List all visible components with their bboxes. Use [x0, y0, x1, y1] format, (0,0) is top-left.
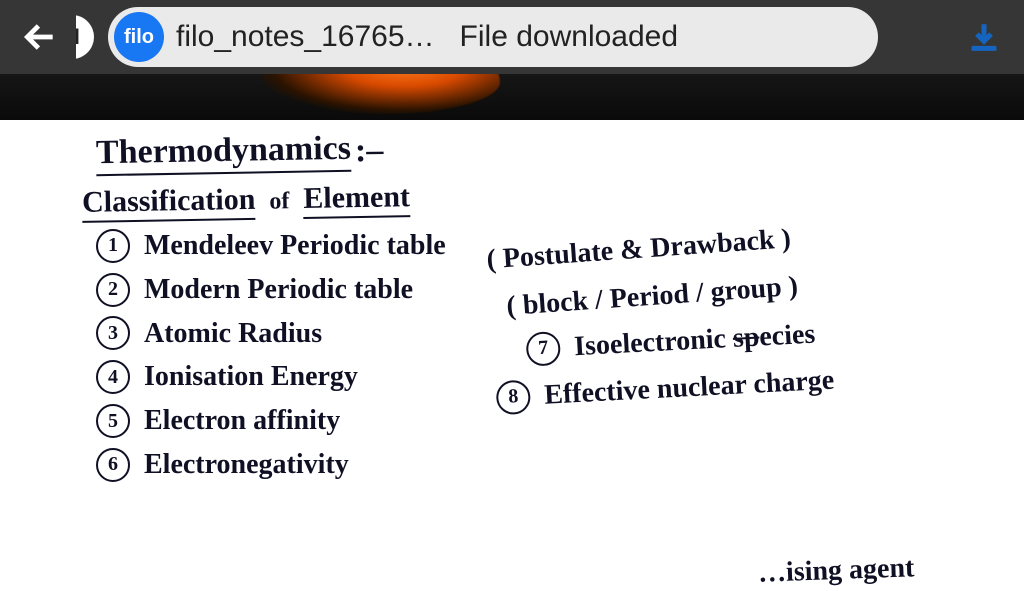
download-icon — [967, 20, 1001, 54]
list-number: 8 — [495, 380, 531, 416]
top-bar: N filo filo_notes_16765… File downloaded — [0, 0, 1024, 74]
filo-app-icon: filo — [114, 12, 164, 62]
list-number: 2 — [96, 273, 130, 307]
list-text: Effective nuclear charge — [543, 362, 835, 415]
subtitle-word-1: Classification — [82, 183, 256, 223]
list-text: Isoelectronic species — [573, 315, 816, 365]
notification-text: filo_notes_16765… File downloaded — [176, 20, 678, 54]
list-number: 5 — [96, 404, 130, 438]
note-columns: 1 Mendeleev Periodic table 2 Modern Peri… — [96, 221, 984, 490]
list-number: 6 — [96, 448, 130, 482]
download-notification[interactable]: filo filo_notes_16765… File downloaded — [108, 7, 878, 67]
partial-app-icon: N — [76, 15, 94, 59]
list-item: 2 Modern Periodic table — [96, 271, 516, 309]
subtitle-of: of — [269, 188, 289, 216]
list-number: 3 — [96, 316, 130, 350]
text-strike: sp — [732, 321, 760, 353]
list-item: 5 Electron affinity — [96, 402, 516, 440]
notification-filename: filo_notes_16765… — [176, 20, 435, 53]
note-title-suffix: :– — [355, 132, 384, 172]
handwritten-note: Thermodynamics:– Classification of Eleme… — [0, 120, 1024, 591]
bottom-fragment-text: …ising agent — [757, 552, 914, 589]
back-button[interactable] — [18, 15, 62, 59]
note-right-column: ( Postulate & Drawback ) ( block / Perio… — [516, 213, 984, 490]
arrow-left-icon — [21, 18, 59, 56]
list-text: ( block / Period / group ) — [505, 267, 799, 325]
list-text: Mendeleev Periodic table — [144, 227, 446, 265]
list-number: 1 — [96, 229, 130, 263]
download-button[interactable] — [962, 15, 1006, 59]
photo-blob — [260, 74, 500, 114]
list-item: 4 Ionisation Energy — [96, 358, 516, 396]
list-item: 1 Mendeleev Periodic table — [96, 227, 516, 265]
list-text: Ionisation Energy — [144, 358, 358, 396]
text-prefix: Isoelectronic — [573, 323, 733, 362]
subtitle-word-2: Element — [303, 180, 410, 219]
text-suffix: ecies — [759, 318, 817, 352]
partial-app-icon-letter: N — [76, 15, 94, 59]
list-text: Electron affinity — [144, 402, 340, 440]
notification-status: File downloaded — [460, 20, 678, 53]
image-dark-strip — [0, 74, 1024, 120]
note-left-column: 1 Mendeleev Periodic table 2 Modern Peri… — [96, 221, 516, 490]
note-title: Thermodynamics — [96, 130, 352, 176]
list-text: Atomic Radius — [144, 315, 322, 353]
list-number: 4 — [96, 360, 130, 394]
note-title-row: Thermodynamics:– — [96, 132, 984, 178]
list-text: Modern Periodic table — [144, 271, 413, 309]
list-item: 3 Atomic Radius — [96, 315, 516, 353]
list-item: 6 Electronegativity — [96, 446, 516, 484]
list-number: 7 — [525, 330, 561, 366]
list-text: Electronegativity — [144, 446, 349, 484]
